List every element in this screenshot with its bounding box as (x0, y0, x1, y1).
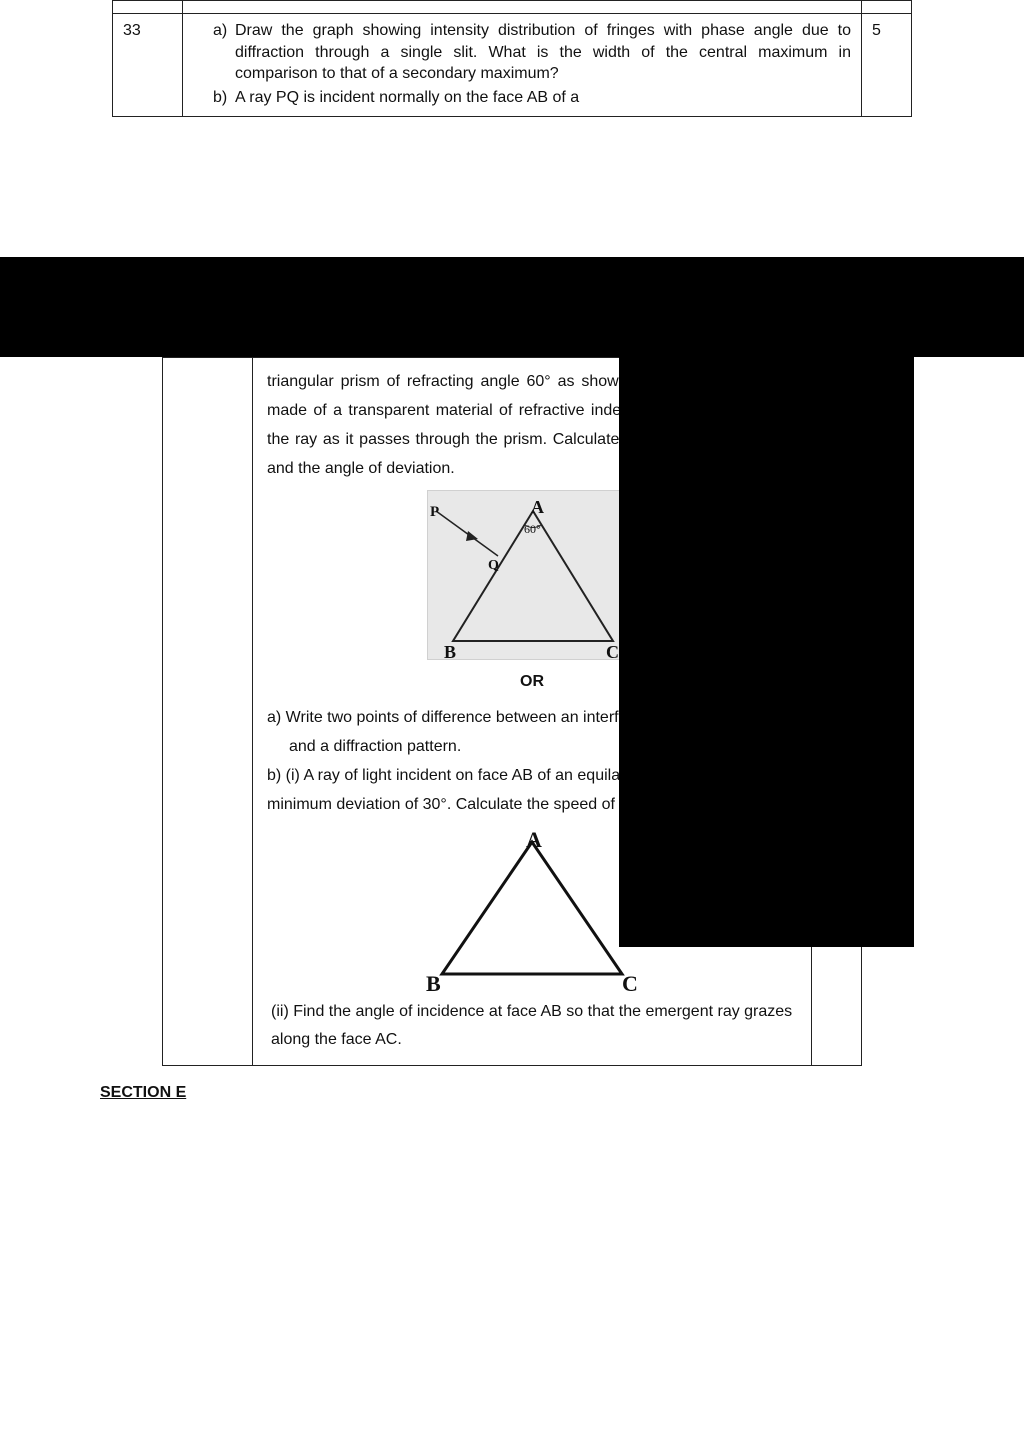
alt-part-b: b) (i) A ray of light incident on face A… (267, 762, 797, 820)
label2-A: A (526, 820, 542, 860)
question-table-top: 33 a) Draw the graph showing intensity d… (0, 0, 1024, 117)
alt-part-a: a) Write two points of difference betwee… (267, 704, 797, 762)
or-label: OR (267, 668, 797, 697)
question-marks: 5 (862, 14, 912, 117)
label-B: B (444, 636, 456, 668)
paper-area-2: triangular prism of refracting angle 60°… (0, 357, 1024, 1066)
blank-cell (183, 1, 862, 14)
prism-figure-1: A B C P Q 60° (427, 490, 637, 660)
question-table-2: triangular prism of refracting angle 60°… (162, 357, 862, 1066)
label2-B: B (426, 964, 441, 1004)
question-body-2: triangular prism of refracting angle 60°… (253, 358, 812, 1066)
question-body: a) Draw the graph showing intensity dist… (183, 14, 862, 117)
label-angle60: 60° (524, 519, 541, 541)
alt-a-text: Write two points of difference between a… (286, 709, 722, 726)
page-gap (0, 117, 1024, 257)
label-P: P (430, 499, 439, 526)
prism-figure-2: A B C (422, 824, 642, 994)
label2-C: C (622, 964, 638, 1004)
label-Q: Q (488, 553, 499, 578)
blank-cell (113, 1, 183, 14)
question-row-33: 33 a) Draw the graph showing intensity d… (112, 0, 912, 117)
fraction-numerator: 2 (636, 397, 654, 411)
part-letter-b: b) (213, 87, 235, 109)
blank-cell (862, 1, 912, 14)
refractive-index-fraction: 2 √3 (636, 397, 654, 424)
section-e-header: SECTION E (0, 1066, 1024, 1108)
black-band-top (0, 257, 1024, 357)
blank-marks-cell (812, 358, 862, 1066)
fraction-denominator: √3 (636, 411, 654, 424)
alt-b-i-text: (i) A ray of light incident on face AB o… (267, 767, 791, 813)
part-text-a: Draw the graph showing intensity distrib… (235, 20, 851, 85)
label-C: C (606, 636, 619, 668)
prism-continuation-text: triangular prism of refracting angle 60°… (267, 368, 797, 483)
scan-strip-2: triangular prism of refracting angle 60°… (0, 257, 1024, 1108)
blank-cell (163, 358, 253, 1066)
alt-a-text2: and a diffraction pattern. (267, 733, 797, 762)
question-number: 33 (113, 14, 183, 117)
part-letter-a: a) (213, 20, 235, 85)
alt-b-ii-text: (ii) Find the angle of incidence at face… (267, 998, 797, 1056)
part-text-b: A ray PQ is incident normally on the fac… (235, 87, 851, 109)
